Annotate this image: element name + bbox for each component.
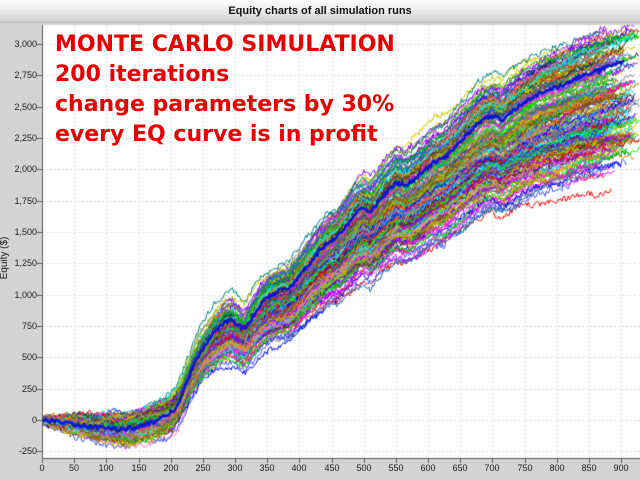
- y-tick-label: 3,000: [14, 39, 37, 49]
- annotation-line-2: 200 iterations: [55, 62, 230, 87]
- equity-curves-canvas: [0, 22, 640, 480]
- y-tick-label: 1,000: [14, 290, 37, 300]
- x-tick-label: 450: [324, 463, 340, 473]
- x-tick-label: 400: [291, 463, 307, 473]
- x-tick-label: 0: [39, 463, 45, 473]
- y-tick-label: 2,500: [14, 102, 37, 112]
- y-tick-label: 2,250: [14, 133, 37, 143]
- x-tick-label: 650: [452, 463, 468, 473]
- y-tick-label: 250: [21, 384, 37, 394]
- y-tick-label: 1,750: [14, 196, 37, 206]
- x-tick-label: 700: [484, 463, 500, 473]
- y-tick-label: 2,000: [14, 164, 37, 174]
- x-tick-label: 750: [517, 463, 533, 473]
- y-tick-label: 1,500: [14, 227, 37, 237]
- x-tick-label: 250: [195, 463, 211, 473]
- annotation-overlay: MONTE CARLO SIMULATION 200 iterations ch…: [55, 30, 395, 150]
- x-tick-label: 900: [613, 463, 629, 473]
- annotation-line-1: MONTE CARLO SIMULATION: [55, 32, 395, 57]
- y-tick-label: 2,750: [14, 70, 37, 80]
- y-tick-label: 1,250: [14, 258, 37, 268]
- x-tick-label: 350: [259, 463, 275, 473]
- chart-title: Equity charts of all simulation runs: [228, 5, 412, 17]
- y-tick-label: 750: [21, 321, 37, 331]
- chart-title-bar: Equity charts of all simulation runs: [0, 0, 640, 23]
- x-tick-label: 200: [163, 463, 179, 473]
- y-tick-label: 0: [31, 415, 37, 425]
- x-tick-label: 150: [131, 463, 147, 473]
- x-tick-label: 100: [98, 463, 114, 473]
- x-tick-label: 600: [420, 463, 436, 473]
- x-tick-label: 500: [356, 463, 372, 473]
- annotation-line-3: change parameters by 30%: [55, 92, 395, 117]
- x-tick-label: 550: [388, 463, 404, 473]
- y-tick-label: -250: [18, 446, 37, 456]
- x-tick-label: 50: [68, 463, 79, 473]
- x-tick-label: 800: [549, 463, 565, 473]
- annotation-line-4: every EQ curve is in profit: [55, 122, 378, 147]
- x-tick-label: 850: [581, 463, 597, 473]
- y-tick-label: 500: [21, 352, 37, 362]
- x-tick-label: 300: [227, 463, 243, 473]
